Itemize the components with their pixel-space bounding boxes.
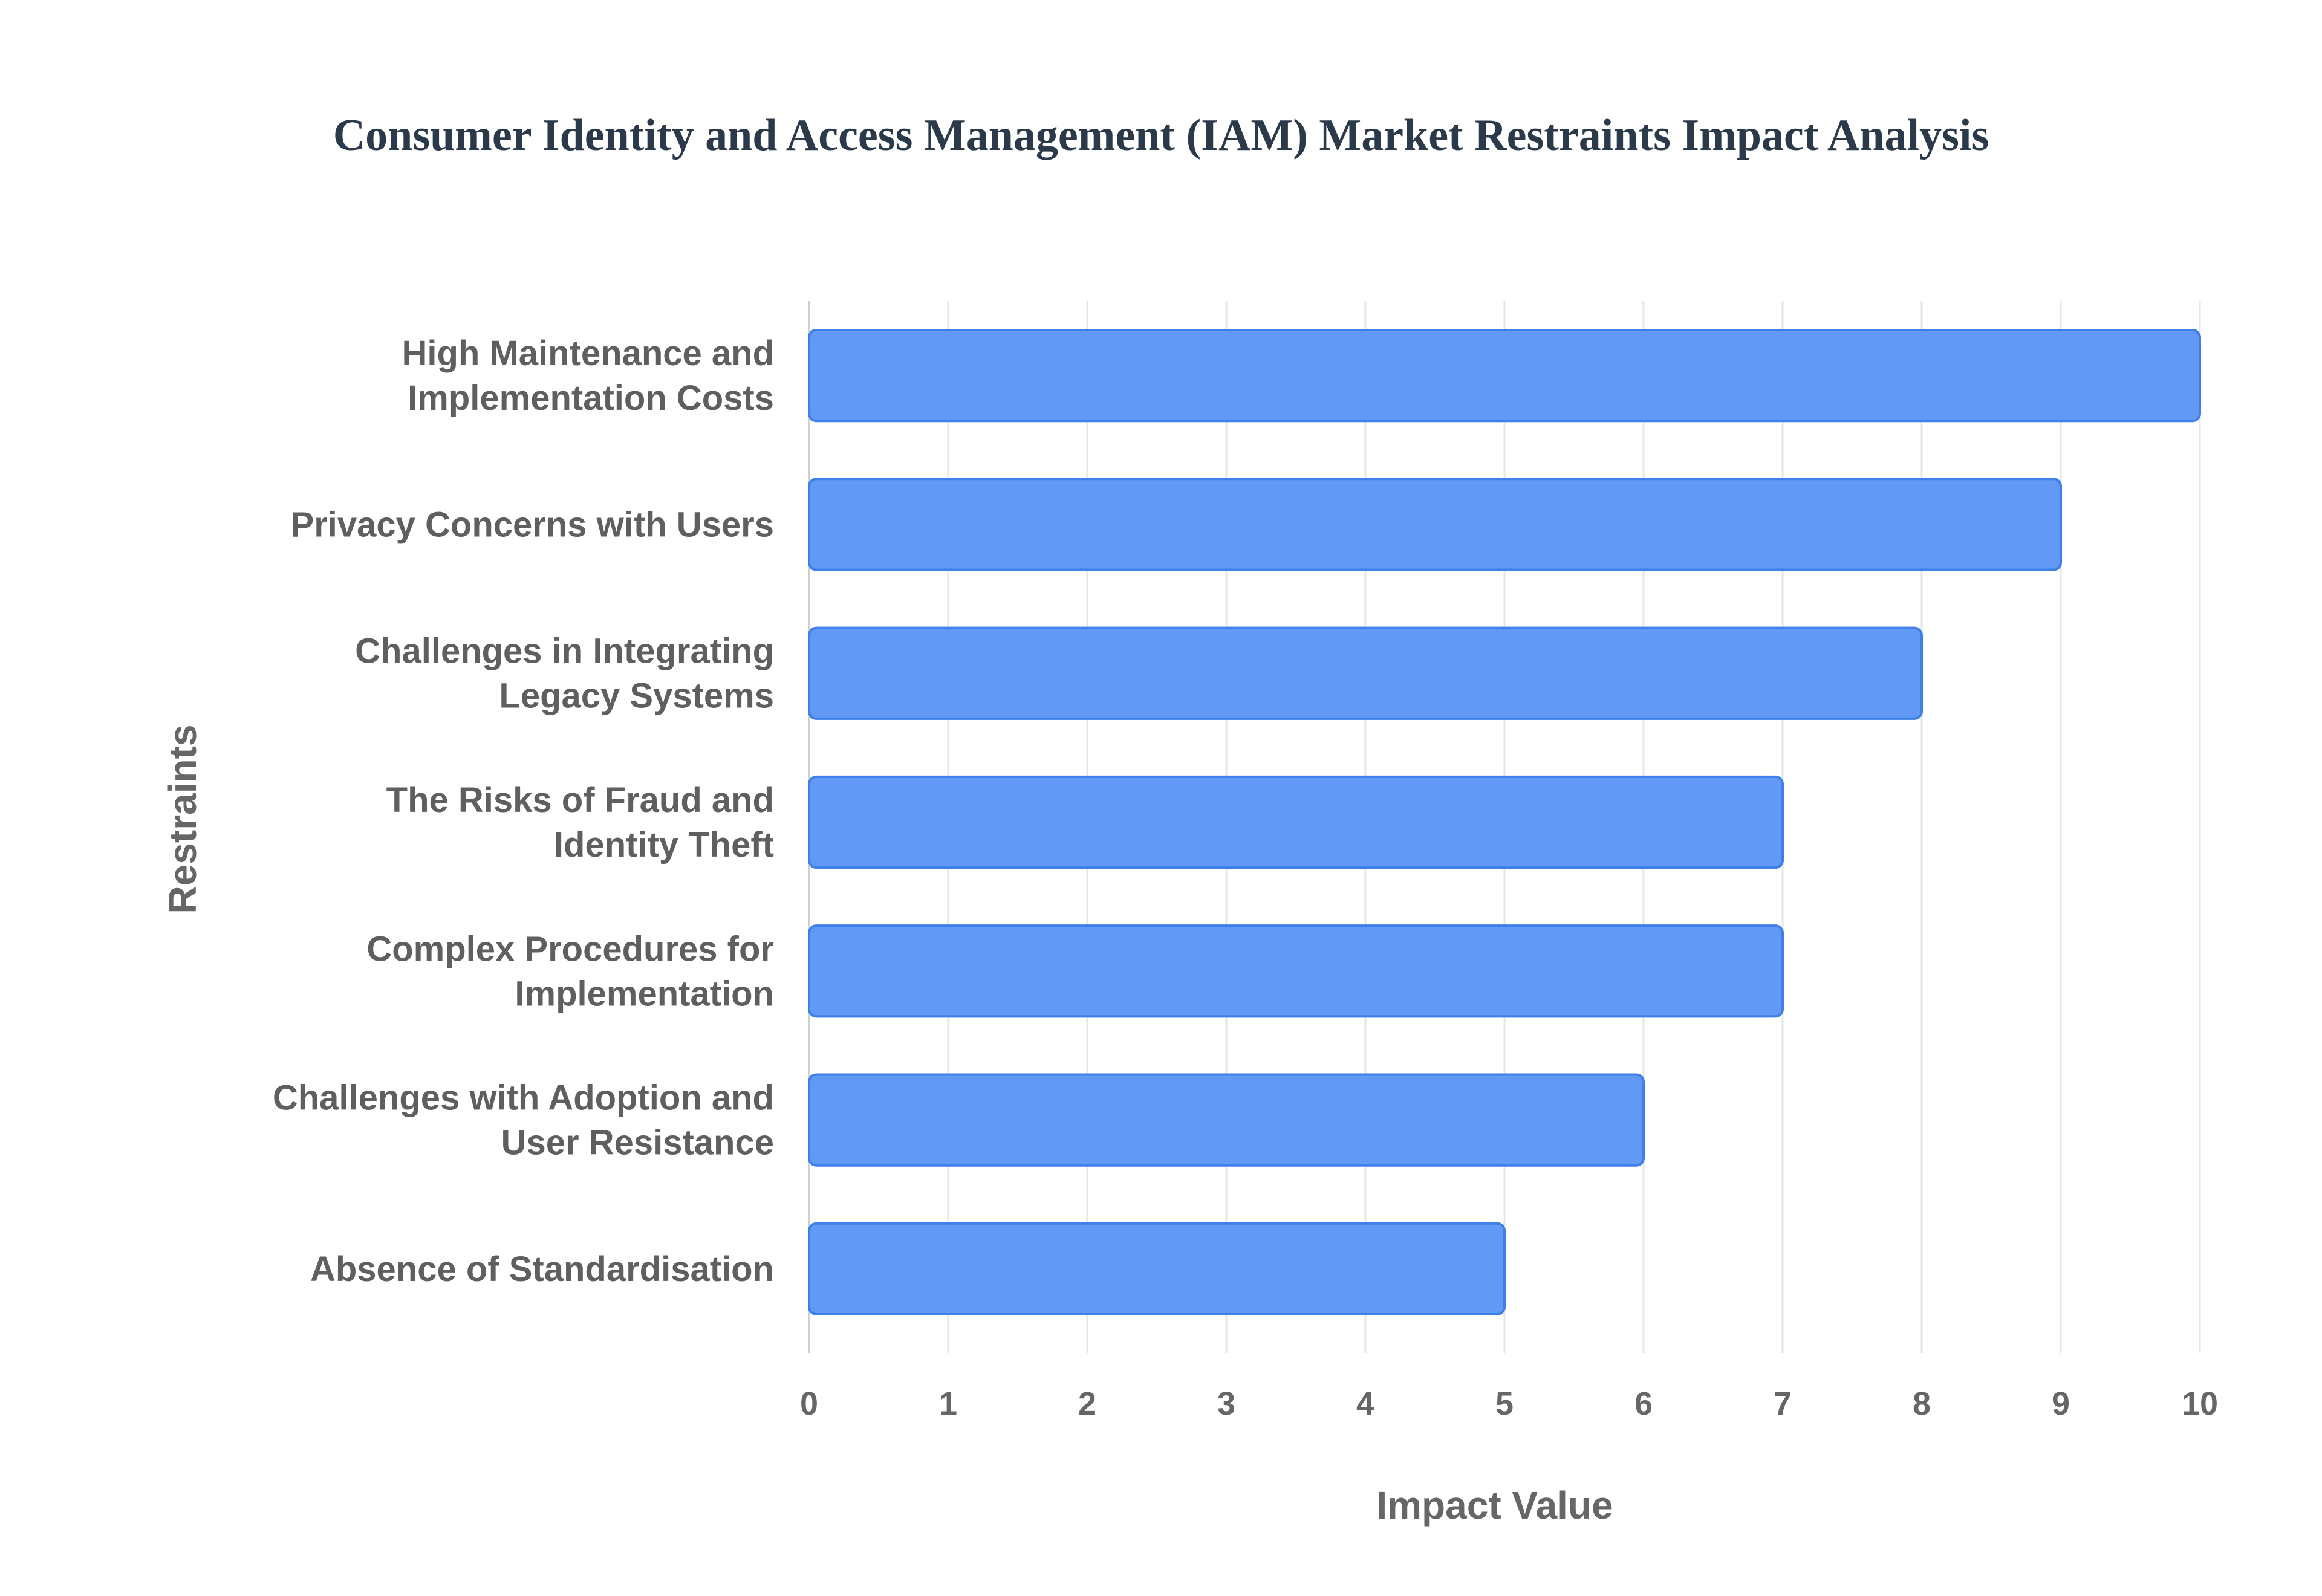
category-label: Identity Theft [554,825,774,864]
category-label: Privacy Concerns with Users [291,505,774,544]
category-label: Complex Procedures for [366,929,774,968]
category-labels: High Maintenance and Implementation Costs… [273,334,774,1289]
x-tick-labels: 0 1 2 3 4 5 6 7 8 9 10 [800,1386,2218,1422]
x-tick-label: 6 [1634,1386,1653,1422]
bar [808,775,1784,869]
x-tick-label: 7 [1774,1386,1792,1422]
category-label: Challenges in Integrating [355,632,774,671]
category-label: User Resistance [501,1123,774,1163]
chart-title: Consumer Identity and Access Management … [333,111,1989,160]
x-tick-label: 10 [2182,1386,2218,1422]
x-tick-label: 2 [1078,1386,1096,1422]
x-tick-label: 4 [1356,1386,1374,1422]
category-label: Implementation [515,974,774,1013]
x-tick-label: 8 [1913,1386,1931,1422]
bar [808,478,2062,571]
x-tick-label: 5 [1495,1386,1514,1422]
x-tick-label: 3 [1217,1386,1235,1422]
bar [808,924,1784,1018]
bar [808,626,1923,720]
x-tick-label: 0 [800,1386,818,1422]
x-tick-label: 9 [2052,1386,2070,1422]
bars [808,329,2201,1315]
x-axis-title: Impact Value [1376,1484,1613,1527]
bar [808,1073,1645,1167]
y-axis-title: Restraints [161,725,204,914]
category-label: Implementation Costs [408,378,774,418]
category-label: The Risks of Fraud and [386,780,774,820]
bar [808,329,2201,423]
category-label: Challenges with Adoption and [273,1079,774,1118]
category-label: Absence of Standardisation [310,1250,774,1289]
category-label: Legacy Systems [499,676,774,716]
bar [808,1222,1506,1315]
category-label: High Maintenance and [402,334,774,373]
x-tick-label: 1 [939,1386,957,1422]
